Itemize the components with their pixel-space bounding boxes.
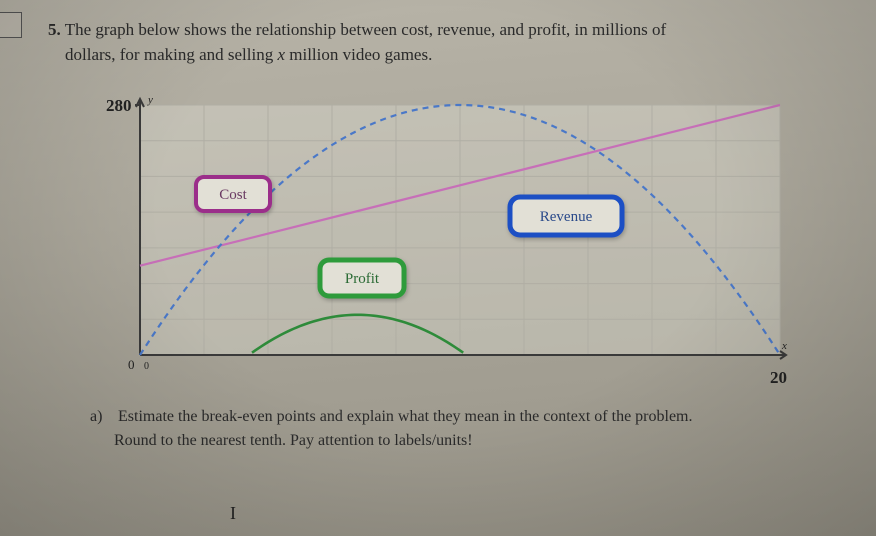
question-variable: x bbox=[277, 45, 285, 64]
subq-letter: a) bbox=[90, 405, 114, 429]
question-text: 5. The graph below shows the relationshi… bbox=[48, 18, 836, 67]
question-line2b: million video games. bbox=[289, 45, 432, 64]
svg-text:y: y bbox=[147, 94, 153, 106]
question-number-box bbox=[0, 12, 22, 38]
svg-text:x: x bbox=[781, 340, 787, 352]
svg-text:Profit: Profit bbox=[345, 271, 380, 287]
subquestion: a) Estimate the break-even points and ex… bbox=[90, 405, 796, 453]
svg-text:20: 20 bbox=[770, 368, 787, 385]
text-cursor: I bbox=[230, 503, 236, 524]
svg-text:280: 280 bbox=[106, 96, 132, 115]
chart-container: 280 y 00 20 x Cost Revenue Profit bbox=[80, 85, 806, 385]
svg-text:0: 0 bbox=[144, 361, 149, 372]
svg-text:Revenue: Revenue bbox=[540, 209, 593, 225]
question-number: 5. bbox=[48, 20, 61, 39]
subq-line2: Round to the nearest tenth. Pay attentio… bbox=[114, 429, 473, 453]
question-line2: dollars, for making and selling bbox=[65, 45, 273, 64]
subq-line1: Estimate the break-even points and expla… bbox=[118, 408, 692, 425]
chart-svg: 280 y 00 20 x Cost Revenue Profit bbox=[80, 85, 800, 385]
svg-text:Cost: Cost bbox=[219, 187, 247, 203]
question-line1: The graph below shows the relationship b… bbox=[65, 20, 666, 39]
svg-text:0: 0 bbox=[128, 357, 135, 372]
